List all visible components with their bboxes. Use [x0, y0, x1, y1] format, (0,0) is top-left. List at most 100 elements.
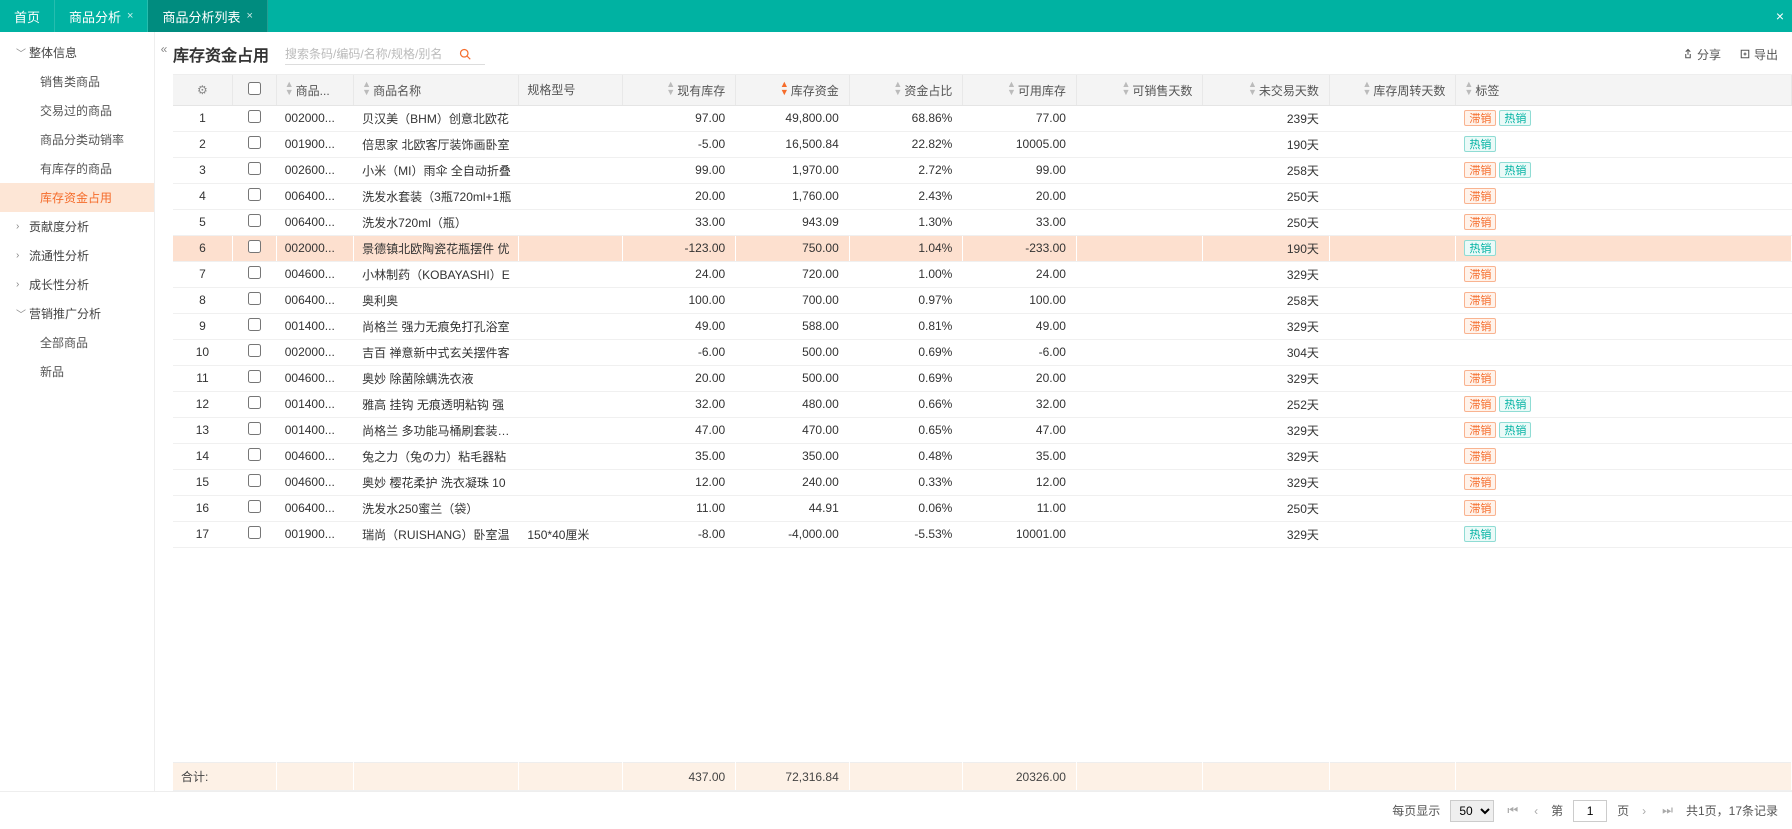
table-row[interactable]: 2001900...倍思家 北欧客厅装饰画卧室-5.0016,500.8422.… — [173, 131, 1792, 157]
row-index: 12 — [173, 391, 232, 417]
sidebar-group[interactable]: ﹀营销推广分析 — [0, 299, 154, 328]
sidebar-group[interactable]: ﹀整体信息 — [0, 38, 154, 67]
sort-icon: ▲▼ — [1464, 80, 1473, 96]
col-avail[interactable]: ▲▼可用库存 — [963, 75, 1077, 105]
table-row[interactable]: 14004600...兔之力（兔の力）粘毛器粘35.00350.000.48%3… — [173, 443, 1792, 469]
row-checkbox[interactable] — [248, 240, 261, 253]
tab-close-icon[interactable]: × — [246, 10, 252, 22]
row-check — [232, 521, 276, 547]
tab-商品分析[interactable]: 商品分析× — [55, 0, 148, 32]
search-icon[interactable] — [459, 46, 471, 62]
table-row[interactable]: 11004600...奥妙 除菌除螨洗衣液20.00500.000.69%20.… — [173, 365, 1792, 391]
row-checkbox[interactable] — [248, 266, 261, 279]
table-row[interactable]: 7004600...小林制药（KOBAYASHI）E24.00720.001.0… — [173, 261, 1792, 287]
row-checkbox[interactable] — [248, 292, 261, 305]
col-sal[interactable]: ▲▼可销售天数 — [1076, 75, 1202, 105]
tab-商品分析列表[interactable]: 商品分析列表× — [148, 0, 267, 32]
row-checkbox[interactable] — [248, 500, 261, 513]
per-page-select[interactable]: 50 — [1450, 800, 1494, 822]
col-ratio[interactable]: ▲▼资金占比 — [849, 75, 963, 105]
sidebar-group[interactable]: ›成长性分析 — [0, 270, 154, 299]
col-code[interactable]: ▲▼商品... — [276, 75, 353, 105]
sidebar-item[interactable]: 全部商品 — [0, 328, 154, 357]
sidebar-group[interactable]: ›流通性分析 — [0, 241, 154, 270]
cell-notr: 252天 — [1203, 391, 1329, 417]
row-checkbox[interactable] — [248, 162, 261, 175]
cell-code: 002000... — [276, 235, 353, 261]
table-row[interactable]: 8006400...奥利奥100.00700.000.97%100.00258天… — [173, 287, 1792, 313]
row-checkbox[interactable] — [248, 370, 261, 383]
cell-name: 兔之力（兔の力）粘毛器粘 — [354, 443, 519, 469]
row-checkbox[interactable] — [248, 526, 261, 539]
col-stock[interactable]: ▲▼现有库存 — [622, 75, 736, 105]
page-last-icon[interactable]: ⏭ — [1659, 803, 1676, 818]
search-input[interactable] — [285, 47, 455, 61]
row-checkbox[interactable] — [248, 422, 261, 435]
table-row[interactable]: 1002000...贝汉美（BHM）创意北欧花97.0049,800.0068.… — [173, 105, 1792, 131]
col-turn[interactable]: ▲▼库存周转天数 — [1329, 75, 1455, 105]
tag-stag: 滞销 — [1464, 396, 1496, 412]
tag-stag: 滞销 — [1464, 110, 1496, 126]
cell-ratio: 1.04% — [849, 235, 963, 261]
row-checkbox[interactable] — [248, 110, 261, 123]
row-checkbox[interactable] — [248, 318, 261, 331]
row-checkbox[interactable] — [248, 136, 261, 149]
cell-name: 瑞尚（RUISHANG）卧室温 — [354, 521, 519, 547]
sidebar-item[interactable]: 新品 — [0, 357, 154, 386]
row-checkbox[interactable] — [248, 188, 261, 201]
totals-label: 合计: — [173, 763, 276, 791]
sidebar-collapse-icon[interactable]: « — [155, 32, 173, 791]
chevron-down-icon: ﹀ — [16, 45, 26, 60]
sidebar-group[interactable]: ›贡献度分析 — [0, 212, 154, 241]
cell-avail: 10001.00 — [963, 521, 1077, 547]
sidebar-group-label: 贡献度分析 — [29, 218, 89, 235]
row-checkbox[interactable] — [248, 448, 261, 461]
table-row[interactable]: 9001400...尚格兰 强力无痕免打孔浴室49.00588.000.81%4… — [173, 313, 1792, 339]
col-name[interactable]: ▲▼商品名称 — [354, 75, 519, 105]
row-checkbox[interactable] — [248, 214, 261, 227]
cell-sal — [1076, 261, 1202, 287]
cell-tags: 滞销热销 — [1456, 391, 1792, 417]
col-notr[interactable]: ▲▼未交易天数 — [1203, 75, 1329, 105]
table-row[interactable]: 5006400...洗发水720ml（瓶）33.00943.091.30%33.… — [173, 209, 1792, 235]
table-row[interactable]: 13001400...尚格兰 多功能马桶刷套装 带47.00470.000.65… — [173, 417, 1792, 443]
col-fund[interactable]: ▲▼库存资金 — [736, 75, 850, 105]
cell-name: 奥妙 樱花柔护 洗衣凝珠 10 — [354, 469, 519, 495]
share-button[interactable]: 分享 — [1682, 46, 1721, 63]
row-checkbox[interactable] — [248, 344, 261, 357]
table-row[interactable]: 6002000...景德镇北欧陶瓷花瓶摆件 优-123.00750.001.04… — [173, 235, 1792, 261]
table-row[interactable]: 4006400...洗发水套装（3瓶720ml+1瓶20.001,760.002… — [173, 183, 1792, 209]
table-row[interactable]: 3002600...小米（MI）雨伞 全自动折叠99.001,970.002.7… — [173, 157, 1792, 183]
table-row[interactable]: 10002000...吉百 禅意新中式玄关摆件客-6.00500.000.69%… — [173, 339, 1792, 365]
sidebar-item[interactable]: 销售类商品 — [0, 67, 154, 96]
row-check — [232, 287, 276, 313]
page-prev-icon[interactable]: ‹ — [1531, 804, 1541, 818]
col-tags[interactable]: ▲▼标签 — [1456, 75, 1792, 105]
data-table: ⚙▲▼商品...▲▼商品名称规格型号▲▼现有库存▲▼库存资金▲▼资金占比▲▼可用… — [173, 75, 1792, 548]
tab-首页[interactable]: 首页 — [0, 0, 55, 32]
sidebar-item[interactable]: 交易过的商品 — [0, 96, 154, 125]
sort-icon: ▲▼ — [666, 80, 675, 96]
row-checkbox[interactable] — [248, 474, 261, 487]
cell-notr: 329天 — [1203, 417, 1329, 443]
export-button[interactable]: 导出 — [1739, 46, 1778, 63]
sidebar-item[interactable]: 有库存的商品 — [0, 154, 154, 183]
page-input[interactable] — [1573, 800, 1607, 822]
page-next-icon[interactable]: › — [1639, 804, 1649, 818]
table-row[interactable]: 12001400...雅高 挂钩 无痕透明粘钩 强32.00480.000.66… — [173, 391, 1792, 417]
tabs-close-all-icon[interactable]: × — [1776, 0, 1784, 32]
row-checkbox[interactable] — [248, 396, 261, 409]
sidebar-item[interactable]: 库存资金占用 — [0, 183, 154, 212]
page-first-icon[interactable]: ⏮ — [1504, 803, 1521, 818]
cell-spec — [519, 391, 622, 417]
table-row[interactable]: 16006400...洗发水250蜜兰（袋）11.0044.910.06%11.… — [173, 495, 1792, 521]
cell-turn — [1329, 209, 1455, 235]
cell-tags: 滞销热销 — [1456, 417, 1792, 443]
tab-close-icon[interactable]: × — [127, 10, 133, 22]
table-row[interactable]: 17001900...瑞尚（RUISHANG）卧室温150*40厘米-8.00-… — [173, 521, 1792, 547]
sidebar-item[interactable]: 商品分类动销率 — [0, 125, 154, 154]
cell-stock: -123.00 — [622, 235, 736, 261]
select-all-checkbox[interactable] — [248, 82, 261, 95]
table-row[interactable]: 15004600...奥妙 樱花柔护 洗衣凝珠 1012.00240.000.3… — [173, 469, 1792, 495]
settings-icon[interactable]: ⚙ — [197, 83, 208, 97]
